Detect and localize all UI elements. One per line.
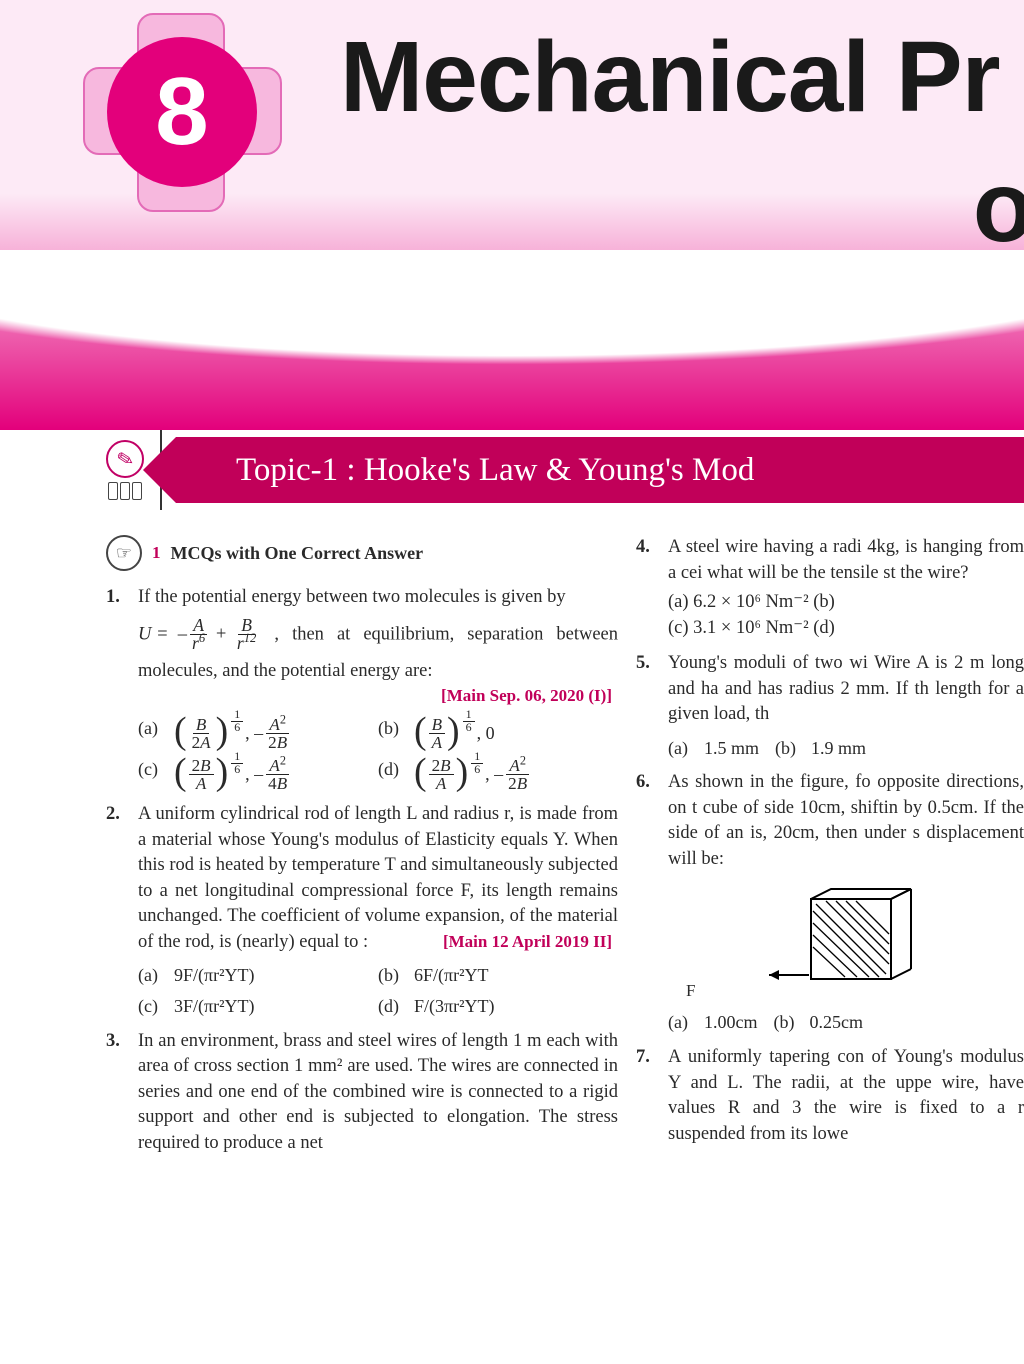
q3-text: In an environment, brass and steel wires… bbox=[138, 1029, 618, 1157]
question-7: 7. A uniformly tapering con of Young's m… bbox=[636, 1045, 1024, 1147]
q4-num: 4. bbox=[636, 535, 668, 641]
q1-opt-d: (d) (2BA)16, –A22B bbox=[378, 757, 618, 792]
q1-options: (a) (B2A)16, –A22B (b) (BA)16, 0 (c) (2B… bbox=[138, 716, 618, 792]
q1-tag: [Main Sep. 06, 2020 (I)] bbox=[138, 684, 612, 707]
topic-banner: Topic-1 : Hooke's Law & Young's Mod bbox=[176, 437, 1024, 503]
chapter-header: 8 Mechanical Pr o bbox=[0, 0, 1024, 430]
q1-opt-a: (a) (B2A)16, –A22B bbox=[138, 716, 378, 751]
q6-text: As shown in the figure, fo opposite dire… bbox=[668, 772, 1024, 869]
q7-num: 7. bbox=[636, 1045, 668, 1147]
chapter-number: 8 bbox=[107, 37, 257, 187]
q7-text: A uniformly tapering con of Young's modu… bbox=[668, 1045, 1024, 1147]
q5-opt-b: (b)1.9 mm bbox=[775, 736, 866, 761]
q4-text: A steel wire having a radi 4kg, is hangi… bbox=[668, 537, 1024, 583]
pen-icon: ✎ bbox=[106, 440, 144, 478]
q5-text: Young's moduli of two wi Wire A is 2 m l… bbox=[668, 653, 1024, 724]
right-column: 4. A steel wire having a radi 4kg, is ha… bbox=[636, 535, 1024, 1166]
cube-figure: F bbox=[668, 879, 1024, 1003]
section-title: MCQs with One Correct Answer bbox=[171, 543, 424, 564]
q2-opt-c: (c)3F/(πr²YT) bbox=[138, 994, 378, 1019]
question-5: 5. Young's moduli of two wi Wire A is 2 … bbox=[636, 651, 1024, 760]
q5-opt-a: (a)1.5 mm bbox=[668, 736, 759, 761]
q6-num: 6. bbox=[636, 770, 668, 1035]
topic-row: ✎ Topic-1 : Hooke's Law & Young's Mod bbox=[106, 430, 1024, 510]
q5-options: (a)1.5 mm (b)1.9 mm bbox=[668, 736, 1024, 761]
q6-options: (a)1.00cm (b)0.25cm bbox=[668, 1010, 1024, 1035]
q1-num: 1. bbox=[106, 585, 138, 792]
content-columns: ☞ 1 MCQs with One Correct Answer 1. If t… bbox=[0, 535, 1024, 1166]
q3-num: 3. bbox=[106, 1029, 138, 1157]
section-heading: ☞ 1 MCQs with One Correct Answer bbox=[106, 535, 618, 571]
question-1: 1. If the potential energy between two m… bbox=[106, 585, 618, 792]
section-number: 1 bbox=[152, 543, 161, 563]
q6-opt-b: (b)0.25cm bbox=[774, 1010, 864, 1035]
q1-opt-c: (c) (2BA)16, –A24B bbox=[138, 757, 378, 792]
q2-options: (a)9F/(πr²YT) (b)6F/(πr²YT (c)3F/(πr²YT)… bbox=[138, 963, 618, 1019]
q1-formula: U = –Ar6 + Br12 bbox=[138, 617, 261, 653]
q2-tag: [Main 12 April 2019 II] bbox=[443, 930, 612, 953]
q2-num: 2. bbox=[106, 802, 138, 1019]
question-6: 6. As shown in the figure, fo opposite d… bbox=[636, 770, 1024, 1035]
q2-opt-a: (a)9F/(πr²YT) bbox=[138, 963, 378, 988]
q1-opt-b: (b) (BA)16, 0 bbox=[378, 716, 618, 751]
question-2: 2. A uniform cylindrical rod of length L… bbox=[106, 802, 618, 1019]
chapter-title-line1: Mechanical Pr bbox=[340, 20, 1000, 135]
chapter-title-line2: o bbox=[973, 150, 1024, 265]
q2-opt-b: (b)6F/(πr²YT bbox=[378, 963, 618, 988]
question-3: 3. In an environment, brass and steel wi… bbox=[106, 1029, 618, 1157]
topic-icons: ✎ bbox=[106, 440, 144, 500]
q6-opt-a: (a)1.00cm bbox=[668, 1010, 758, 1035]
left-column: ☞ 1 MCQs with One Correct Answer 1. If t… bbox=[106, 535, 636, 1166]
q1-lead: If the potential energy between two mole… bbox=[138, 587, 566, 607]
hand-icon: ☞ bbox=[106, 535, 142, 571]
question-4: 4. A steel wire having a radi 4kg, is ha… bbox=[636, 535, 1024, 641]
chapter-badge: 8 bbox=[85, 15, 280, 210]
q5-num: 5. bbox=[636, 651, 668, 760]
q2-opt-d: (d)F/(3πr²YT) bbox=[378, 994, 618, 1019]
q2-text: A uniform cylindrical rod of length L an… bbox=[138, 804, 618, 952]
topic-label: Topic-1 : Hooke's Law & Young's Mod bbox=[236, 452, 754, 489]
books-icon bbox=[108, 482, 142, 500]
header-wave bbox=[0, 250, 1024, 370]
